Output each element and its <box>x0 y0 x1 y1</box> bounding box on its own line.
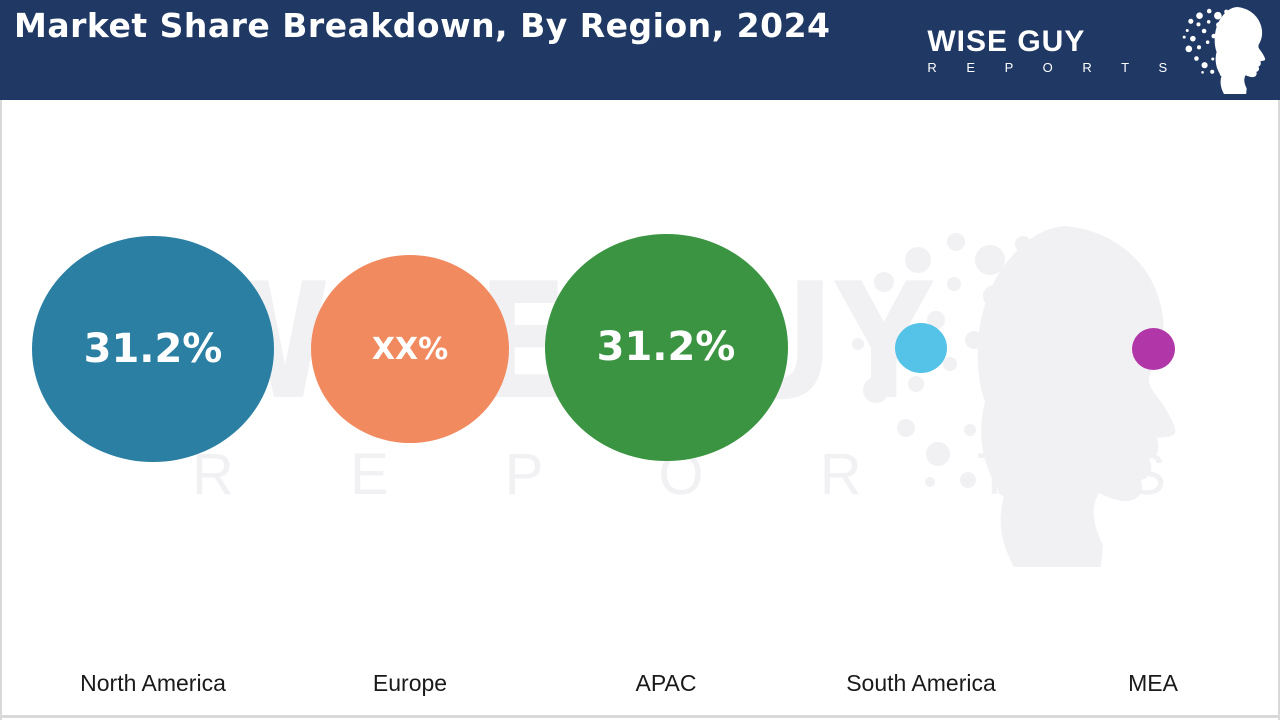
bubble-value-label: 31.2% <box>596 324 736 370</box>
watermark-head-icon <box>852 226 1176 567</box>
bubble-mea <box>1131 328 1175 370</box>
page-title: Market Share Breakdown, By Region, 2024 <box>14 6 831 45</box>
frame-line-right <box>1278 100 1280 720</box>
bubble-europe: XX% <box>311 255 509 443</box>
frame-line-bottom <box>0 715 1280 718</box>
category-label-apac: APAC <box>635 670 697 696</box>
bubble-north-america: 31.2% <box>32 236 274 462</box>
brand-name: WISE GUY <box>927 24 1086 58</box>
bubble-value-label: 31.2% <box>83 326 223 372</box>
brand-head-icon <box>1182 7 1266 94</box>
header-bar: Market Share Breakdown, By Region, 2024 … <box>0 0 1280 100</box>
brand-logo: WISE GUY R E P O R T S <box>927 4 1268 96</box>
bubble-apac: 31.2% <box>544 233 788 461</box>
brand-logo-text: WISE GUY R E P O R T S <box>927 24 1181 75</box>
bubble-south-america <box>895 323 947 373</box>
category-label-mea: MEA <box>1128 670 1178 696</box>
brand-subtitle: R E P O R T S <box>927 59 1181 75</box>
category-label-south-america: South America <box>846 670 996 696</box>
category-label-europe: Europe <box>372 670 448 696</box>
frame-line-left <box>0 100 2 720</box>
category-label-north-america: North America <box>80 670 226 696</box>
bubble-value-label: XX% <box>371 331 449 367</box>
